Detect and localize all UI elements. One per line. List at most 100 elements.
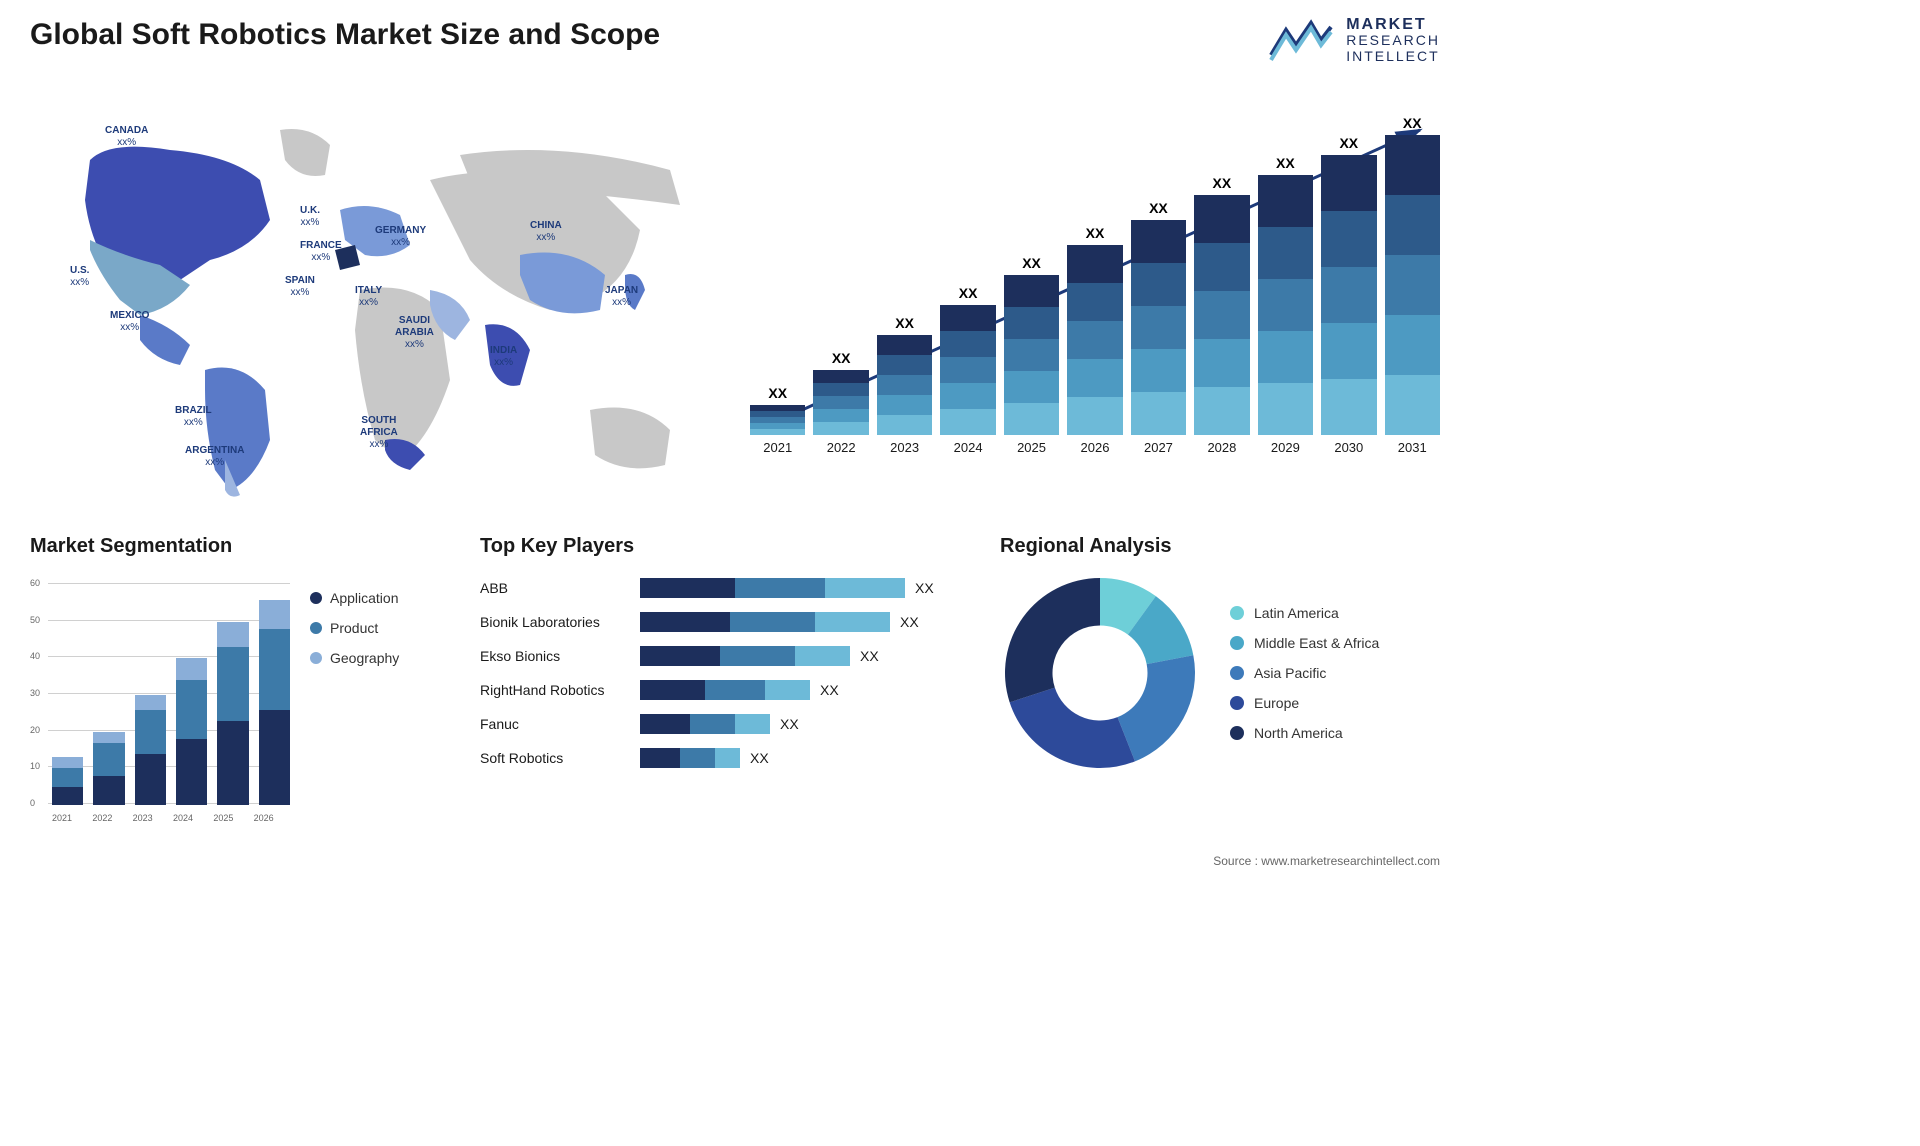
growth-bar-segment bbox=[940, 383, 995, 409]
seg-legend-label: Geography bbox=[330, 650, 399, 666]
seg-x-tick: 2024 bbox=[173, 813, 193, 823]
seg-y-tick: 60 bbox=[30, 578, 40, 588]
map-label: INDIAxx% bbox=[490, 345, 517, 369]
growth-bar-column: XX2026 bbox=[1067, 225, 1122, 455]
regional-title: Regional Analysis bbox=[1000, 535, 1440, 558]
growth-bar bbox=[877, 335, 932, 435]
map-label: ARGENTINAxx% bbox=[185, 445, 244, 469]
player-bar-segment bbox=[720, 646, 795, 666]
player-name: ABB bbox=[480, 580, 640, 596]
regional-legend-item: Latin America bbox=[1230, 605, 1379, 621]
player-bar-segment bbox=[640, 612, 730, 632]
seg-bar-segment bbox=[135, 754, 166, 805]
player-row: FanucXX bbox=[480, 709, 980, 739]
player-bar-segment bbox=[640, 578, 735, 598]
growth-year-label: 2029 bbox=[1271, 440, 1300, 455]
player-row: Ekso BionicsXX bbox=[480, 641, 980, 671]
player-bar-segment bbox=[640, 714, 690, 734]
player-bar bbox=[640, 612, 890, 632]
player-name: Bionik Laboratories bbox=[480, 614, 640, 630]
seg-x-tick: 2025 bbox=[213, 813, 233, 823]
page-title: Global Soft Robotics Market Size and Sco… bbox=[30, 18, 660, 52]
growth-bar bbox=[1194, 195, 1249, 435]
player-row: RightHand RoboticsXX bbox=[480, 675, 980, 705]
growth-bar-segment bbox=[813, 422, 868, 435]
player-bar bbox=[640, 578, 905, 598]
seg-bar-segment bbox=[217, 647, 248, 720]
regional-donut-chart bbox=[1000, 573, 1200, 773]
legend-dot-icon bbox=[1230, 636, 1244, 650]
growth-bar bbox=[1067, 245, 1122, 435]
growth-bar bbox=[1258, 175, 1313, 435]
source-attribution: Source : www.marketresearchintellect.com bbox=[1213, 854, 1440, 868]
growth-bar-column: XX 2030 bbox=[1321, 135, 1376, 455]
player-bar-segment bbox=[730, 612, 815, 632]
growth-chart: XX2021XX2022XX2023XX2024XX2025XX2026XX20… bbox=[750, 110, 1440, 480]
growth-bar-segment bbox=[1385, 135, 1440, 195]
player-bar-segment bbox=[825, 578, 905, 598]
growth-bar-segment bbox=[877, 395, 932, 415]
seg-bar-segment bbox=[259, 710, 290, 805]
donut-slice bbox=[1005, 578, 1100, 702]
player-bar-segment bbox=[765, 680, 810, 700]
seg-x-tick: 2021 bbox=[52, 813, 72, 823]
growth-bar-segment bbox=[1131, 220, 1186, 263]
player-row: Bionik LaboratoriesXX bbox=[480, 607, 980, 637]
growth-bar-segment bbox=[1194, 291, 1249, 339]
seg-y-tick: 30 bbox=[30, 688, 40, 698]
player-bar-segment bbox=[735, 578, 825, 598]
player-value: XX bbox=[750, 750, 769, 766]
player-name: Fanuc bbox=[480, 716, 640, 732]
player-row: ABBXX bbox=[480, 573, 980, 603]
seg-bar-segment bbox=[259, 600, 290, 629]
map-label: SPAINxx% bbox=[285, 275, 315, 299]
growth-bar-segment bbox=[1131, 306, 1186, 349]
seg-bar-segment bbox=[52, 768, 83, 786]
growth-bar-column: XX2028 bbox=[1194, 175, 1249, 455]
legend-dot-icon bbox=[1230, 666, 1244, 680]
growth-bar bbox=[940, 305, 995, 435]
regional-section: Regional Analysis Latin AmericaMiddle Ea… bbox=[1000, 535, 1440, 773]
growth-bar-segment bbox=[813, 370, 868, 383]
growth-bar-segment bbox=[750, 429, 805, 435]
growth-bar-segment bbox=[1321, 155, 1376, 211]
growth-bar-value: XX bbox=[1339, 135, 1358, 151]
growth-bar-value: XX bbox=[1086, 225, 1105, 241]
player-value: XX bbox=[820, 682, 839, 698]
legend-dot-icon bbox=[1230, 726, 1244, 740]
growth-year-label: 2030 bbox=[1334, 440, 1363, 455]
growth-bar bbox=[813, 370, 868, 435]
donut-slice bbox=[1117, 655, 1195, 761]
growth-bar-value: XX bbox=[1403, 115, 1422, 131]
growth-year-label: 2022 bbox=[827, 440, 856, 455]
seg-bar-segment bbox=[176, 658, 207, 680]
player-bar-segment bbox=[715, 748, 740, 768]
legend-dot-icon bbox=[310, 652, 322, 664]
growth-bar-segment bbox=[877, 355, 932, 375]
segmentation-title: Market Segmentation bbox=[30, 535, 460, 558]
regional-legend: Latin AmericaMiddle East & AfricaAsia Pa… bbox=[1230, 605, 1379, 741]
player-bar-segment bbox=[815, 612, 890, 632]
growth-bar-segment bbox=[1385, 315, 1440, 375]
growth-bar-column: XX2021 bbox=[750, 385, 805, 455]
map-label: BRAZILxx% bbox=[175, 405, 212, 429]
map-label: ITALYxx% bbox=[355, 285, 382, 309]
growth-bar-segment bbox=[1385, 375, 1440, 435]
regional-legend-label: Latin America bbox=[1254, 605, 1339, 621]
seg-y-tick: 40 bbox=[30, 651, 40, 661]
seg-bar-column bbox=[93, 732, 124, 805]
growth-bar-segment bbox=[1131, 392, 1186, 435]
growth-year-label: 2031 bbox=[1398, 440, 1427, 455]
seg-bar-column bbox=[259, 600, 290, 805]
player-bar bbox=[640, 680, 810, 700]
growth-bar-value: XX bbox=[1149, 200, 1168, 216]
seg-bar-column bbox=[135, 695, 166, 805]
map-label: CANADAxx% bbox=[105, 125, 148, 149]
growth-bar-segment bbox=[1321, 211, 1376, 267]
player-row: Soft RoboticsXX bbox=[480, 743, 980, 773]
logo-text-2: RESEARCH bbox=[1346, 33, 1440, 48]
player-bar-segment bbox=[705, 680, 765, 700]
seg-legend-label: Product bbox=[330, 620, 378, 636]
growth-bar-segment bbox=[1067, 245, 1122, 283]
growth-bar-segment bbox=[1258, 175, 1313, 227]
